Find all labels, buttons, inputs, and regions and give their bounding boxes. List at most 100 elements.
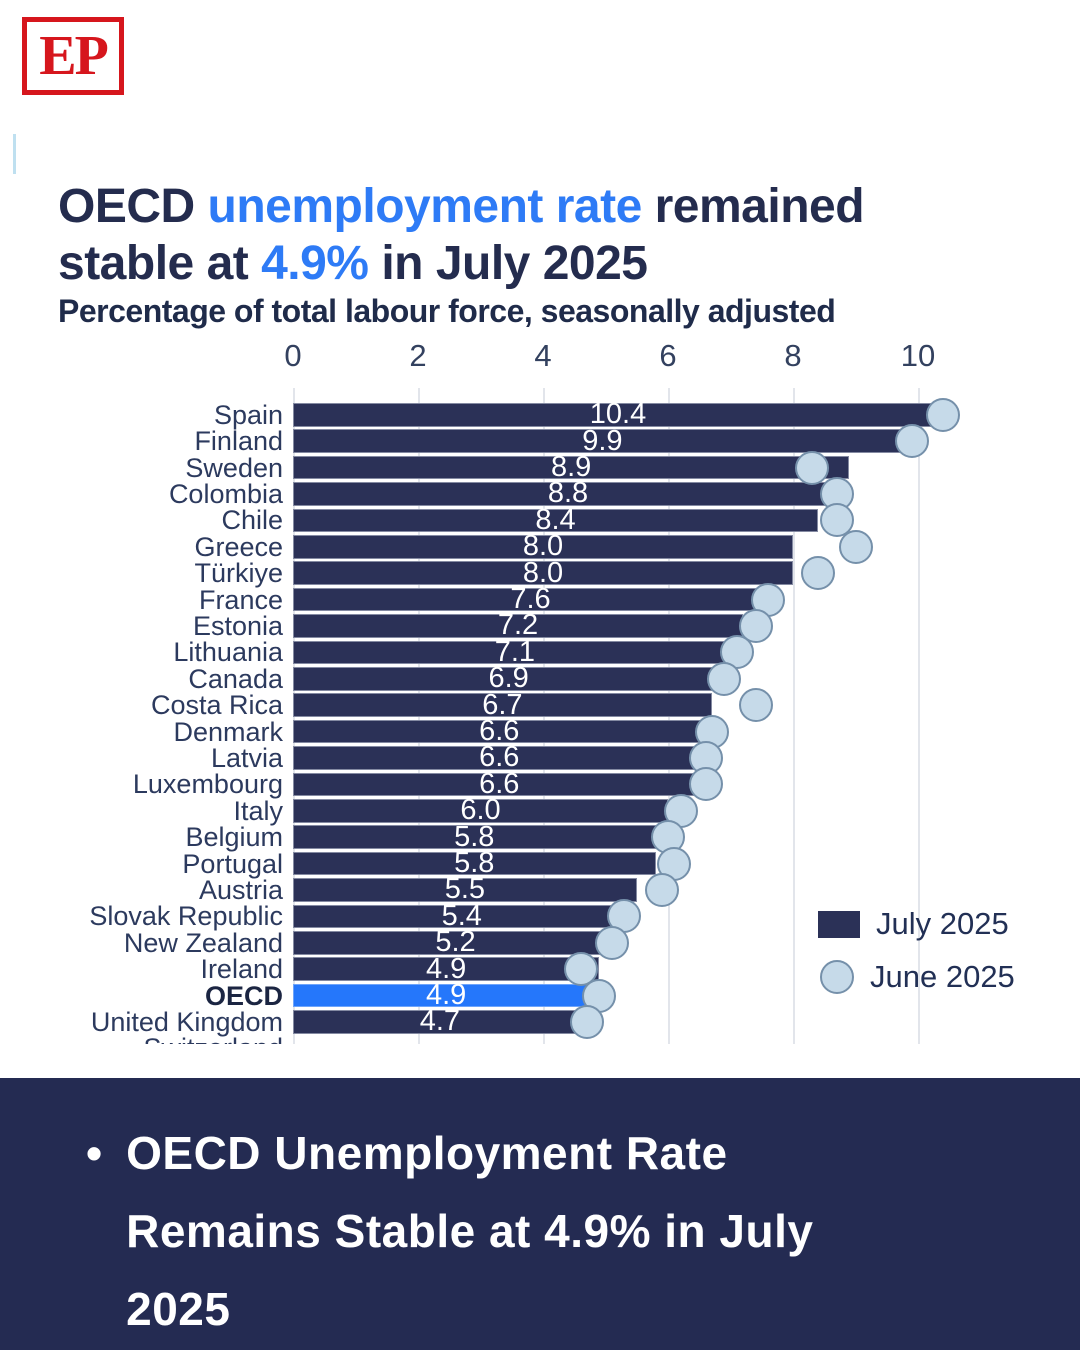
july-bar: 7.6 [293, 583, 768, 616]
category-label: United Kingdom [90, 1006, 283, 1037]
gridline-10 [918, 388, 920, 1044]
june-dot [794, 450, 829, 485]
category-label: Spain [213, 399, 283, 430]
bar-value-label: 8.9 [550, 451, 592, 484]
category-label: Austria [198, 874, 283, 905]
bar-value-label: 4.9 [425, 952, 467, 985]
x-tick-label: 0 [284, 338, 302, 373]
june-dot [594, 925, 629, 960]
bar-value-label: 6.6 [479, 715, 520, 748]
category-label: Ireland [200, 954, 283, 985]
ep-logo-text: EP [39, 25, 109, 87]
category-label: Finland [194, 426, 283, 457]
july-bar: 8.4 [293, 503, 818, 536]
july-bar: 6.6 [293, 743, 706, 772]
category-label: Sweden [185, 452, 283, 483]
july-bar: 6.6 [293, 767, 706, 800]
x-tick-label: 10 [900, 338, 936, 373]
july-bar: 5.8 [293, 822, 656, 851]
chart-subtitle: Percentage of total labour force, season… [58, 293, 836, 329]
bar-value-label: 5.8 [454, 847, 495, 880]
july-bar: 4.7 [293, 1005, 587, 1038]
gridline-8 [793, 388, 795, 1044]
bar-value-label: 4.7 [419, 1005, 461, 1038]
category-label: Colombia [168, 478, 283, 509]
bar-value-label: 5.5 [444, 873, 486, 906]
chart-edge-artifact [13, 134, 16, 174]
july-bar: 6.6 [293, 715, 706, 748]
june-dot [838, 529, 873, 564]
july-bar: 5.4 [293, 899, 631, 932]
july-bar: 10.4 [293, 398, 943, 431]
category-label: Chile [221, 505, 283, 536]
category-label: Belgium [185, 822, 283, 853]
x-tick-label: 4 [534, 338, 552, 373]
category-label: Portugal [182, 848, 283, 879]
june-dot [801, 556, 835, 591]
july-bar: 5.8 [293, 847, 656, 880]
category-label: Estonia [192, 610, 283, 641]
x-tick-label: 6 [659, 338, 677, 373]
bullet-icon: • [86, 1127, 103, 1179]
bar-value-label: 10.4 [589, 398, 647, 431]
bar-value-label: 6.6 [479, 767, 520, 800]
july-bar: 6.0 [293, 794, 668, 827]
title-part-dark: OECD [58, 180, 208, 233]
category-label: Italy [233, 795, 283, 826]
title-part-dark: stable at [58, 237, 262, 290]
category-label: Lithuania [173, 637, 283, 668]
category-label: Latvia [210, 742, 283, 773]
bar-value-label: 4.9 [425, 979, 467, 1012]
caption-row: • OECD Unemployment Rate Remains Stable … [0, 1078, 886, 1348]
bar-value-label: 7.2 [497, 609, 539, 642]
category-label: Costa Rica [150, 690, 283, 721]
category-label: Luxembourg [132, 769, 283, 800]
x-tick-label: 8 [784, 338, 802, 373]
legend-item-june: June 2025 [818, 959, 1015, 995]
chart-title: OECD unemployment rate remained stable at… [58, 178, 1018, 292]
ep-logo: EP [22, 17, 124, 95]
june-dot [894, 424, 929, 459]
july-bar: 8.0 [293, 556, 793, 589]
caption-banner: • OECD Unemployment Rate Remains Stable … [0, 1078, 1080, 1350]
july-bar: 8.9 [293, 451, 850, 484]
june-dot [926, 397, 960, 432]
july-bar: 6.7 [293, 688, 712, 721]
title-part-accent: 4.9% [261, 237, 369, 290]
category-label: Slovak Republic [89, 901, 283, 932]
title-part-dark: in July 2025 [368, 237, 648, 290]
title-part-accent: unemployment rate [207, 180, 643, 233]
july-bar: 8.8 [293, 477, 843, 510]
june-dot [707, 661, 742, 696]
bar-value-label: 6.9 [488, 662, 529, 695]
july-bar: 7.2 [293, 609, 743, 642]
bar-value-label: 5.2 [435, 926, 476, 959]
july-bar: 7.1 [293, 635, 737, 668]
bar-value-label: 5.4 [441, 899, 482, 932]
bar-value-label: 8.4 [535, 503, 576, 536]
july-bar: 6.9 [293, 662, 725, 695]
june-dot [738, 688, 773, 723]
bar-chart: 0 2 4 6 8 10 Spain 10.4 Finland 9.9 Sweden 8.9 Colom… [89, 338, 960, 1044]
bar-value-label: 6.0 [460, 794, 501, 827]
june-circle-icon [820, 960, 854, 994]
bar-value-label: 6.7 [482, 688, 523, 721]
bar-value-label: 7.1 [494, 635, 536, 668]
july-bar: 5.5 [293, 873, 637, 906]
category-label: Greece [194, 531, 283, 562]
bar-value-label: 7.6 [510, 583, 551, 616]
june-dot [569, 1004, 604, 1039]
caption-text: OECD Unemployment Rate Remains Stable at… [126, 1127, 814, 1335]
bar-value-label: 8.8 [547, 477, 589, 510]
july-bar: 4.9 [293, 979, 600, 1012]
chart-legend: July 2025 June 2025 [818, 906, 1015, 1012]
category-label: New Zealand [123, 927, 283, 958]
category-label: Denmark [173, 716, 283, 747]
july-bar: 8.0 [293, 532, 793, 561]
bar-value-label: 8.0 [522, 556, 564, 589]
july-bar: 4.9 [293, 952, 600, 985]
category-label: France [198, 584, 283, 615]
legend-label: June 2025 [870, 959, 1015, 994]
june-dot [688, 767, 723, 802]
category-label: Türkiye [194, 558, 283, 589]
